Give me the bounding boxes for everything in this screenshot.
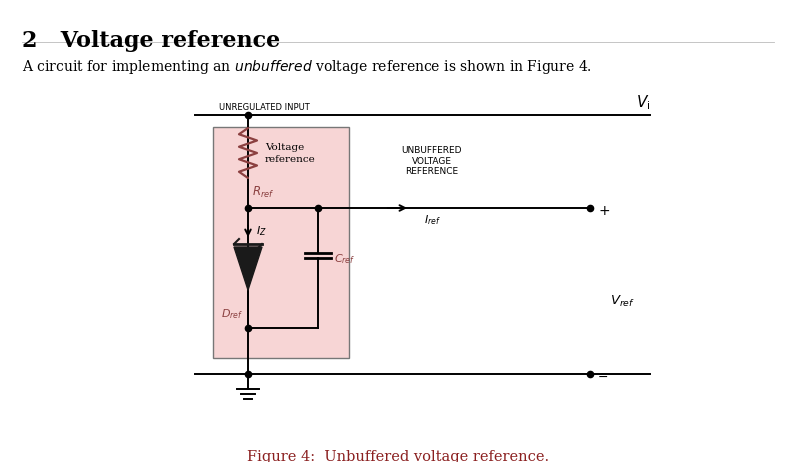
Polygon shape [234, 247, 262, 290]
Text: $I_Z$: $I_Z$ [256, 224, 267, 238]
Text: −: − [598, 371, 608, 383]
Text: UNBUFFERED
VOLTAGE
REFERENCE: UNBUFFERED VOLTAGE REFERENCE [402, 146, 462, 176]
Text: $V_{\mathsf{i}}$: $V_{\mathsf{i}}$ [636, 93, 650, 112]
Text: reference: reference [265, 154, 316, 164]
Text: Voltage: Voltage [265, 144, 304, 152]
Text: +: + [598, 204, 610, 218]
Text: $I_{\mathit{ref}}$: $I_{\mathit{ref}}$ [423, 213, 440, 227]
Text: $V_{\mathit{ref}}$: $V_{\mathit{ref}}$ [610, 293, 635, 309]
Text: $R_{\mathit{ref}}$: $R_{\mathit{ref}}$ [252, 185, 275, 200]
Text: $D_{\mathit{ref}}$: $D_{\mathit{ref}}$ [220, 307, 243, 321]
Text: $C_{\mathit{ref}}$: $C_{\mathit{ref}}$ [334, 252, 356, 266]
Text: UNREGULATED INPUT: UNREGULATED INPUT [219, 103, 310, 112]
Text: 2   Voltage reference: 2 Voltage reference [22, 30, 280, 52]
Text: Figure 4:  Unbuffered voltage reference.: Figure 4: Unbuffered voltage reference. [247, 450, 549, 462]
Text: A circuit for implementing an $\mathit{unbuffered}$ voltage reference is shown i: A circuit for implementing an $\mathit{u… [22, 58, 592, 76]
Bar [213, 127, 349, 358]
